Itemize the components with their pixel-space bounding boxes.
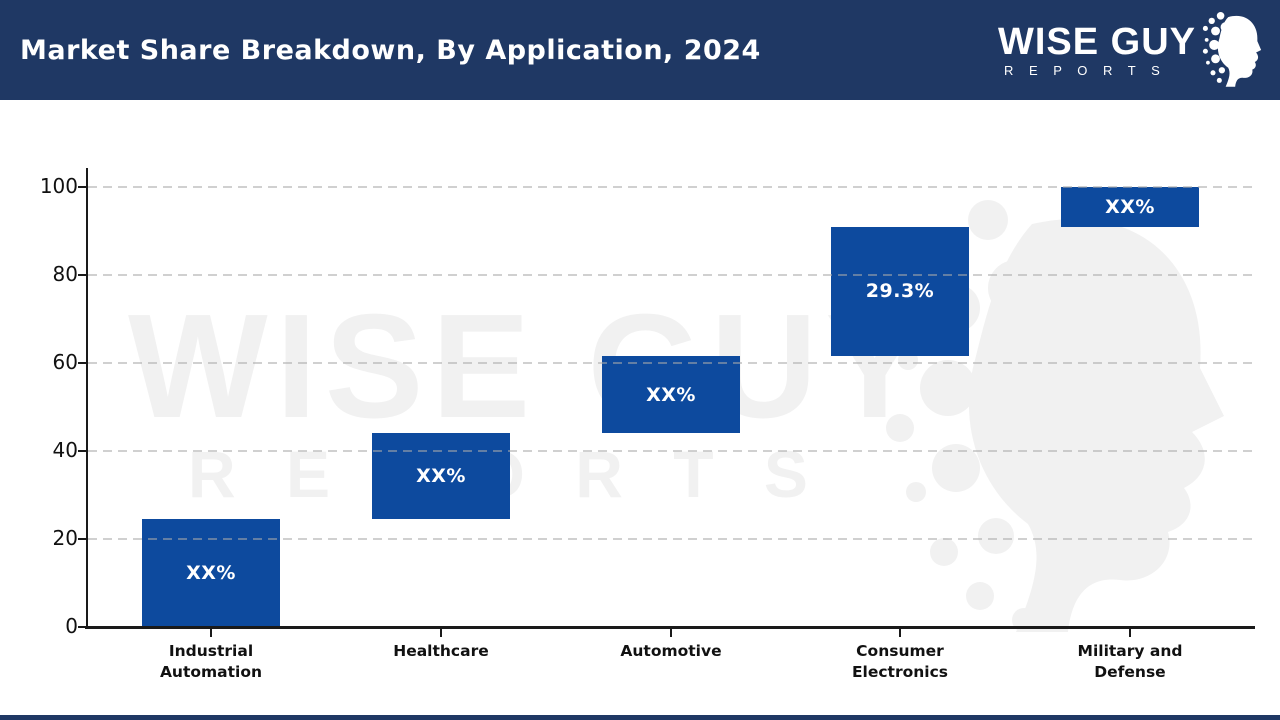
y-tick-mark — [78, 538, 86, 540]
header-bar: Market Share Breakdown, By Application, … — [0, 0, 1280, 100]
y-tick-mark — [78, 186, 86, 188]
x-label-healthcare: Healthcare — [331, 641, 551, 662]
x-label-line: Defense — [1094, 663, 1166, 681]
x-tick-mark — [1129, 629, 1131, 637]
x-label-line: Military and — [1077, 642, 1183, 660]
gridline-20 — [88, 538, 1254, 540]
x-label-line: Automation — [159, 663, 263, 681]
footer-bar — [0, 715, 1280, 720]
x-label-line: Healthcare — [393, 642, 489, 660]
bar-industrial-automation: XX% — [142, 519, 280, 627]
y-tick-label: 20 — [52, 526, 78, 550]
logo-text: WISE GUY R E P O R T S — [998, 22, 1196, 78]
x-label-automotive: Automotive — [561, 641, 781, 662]
y-tick-label: 40 — [52, 438, 78, 462]
bar-value-label: XX% — [416, 465, 466, 488]
x-label-consumer-electronics: Consumer Electronics — [790, 641, 1010, 683]
x-tick-mark — [670, 629, 672, 637]
x-label-military-and-defense: Military and Defense — [1020, 641, 1240, 683]
x-tick-mark — [440, 629, 442, 637]
x-label-line: Automotive — [620, 642, 722, 660]
logo-face-icon — [1202, 12, 1262, 87]
bar-value-label: XX% — [646, 383, 696, 406]
y-tick-label: 100 — [39, 174, 78, 198]
bar-automotive: XX% — [602, 355, 740, 434]
y-tick-mark — [78, 362, 86, 364]
y-tick-mark — [78, 450, 86, 452]
y-axis-spine — [86, 168, 88, 628]
gridline-80 — [88, 274, 1254, 276]
bar-value-label: XX% — [1105, 196, 1155, 219]
x-label-line: Industrial — [168, 642, 254, 660]
x-axis-spine — [85, 626, 1255, 629]
logo-wordmark: WISE GUY — [997, 21, 1196, 63]
bar-healthcare: XX% — [372, 433, 510, 520]
y-tick-label: 60 — [52, 350, 78, 374]
watermark-wordmark: WISE GUY — [128, 284, 933, 449]
bar-value-label: XX% — [186, 562, 236, 585]
y-tick-mark — [78, 274, 86, 276]
x-tick-mark — [210, 629, 212, 637]
x-label-line: Electronics — [851, 663, 949, 681]
wiseguy-logo: WISE GUY R E P O R T S — [998, 6, 1264, 94]
x-tick-mark — [899, 629, 901, 637]
y-tick-label: 0 — [65, 614, 78, 638]
x-label-industrial-automation: Industrial Automation — [101, 641, 321, 683]
bar-value-label: 29.3% — [865, 280, 935, 303]
y-tick-label: 80 — [52, 262, 78, 286]
logo-subtitle: R E P O R T S — [1003, 63, 1166, 78]
gridline-100 — [88, 186, 1254, 188]
x-label-line: Consumer — [856, 642, 944, 660]
bar-consumer-electronics: 29.3% — [831, 227, 969, 356]
page-title: Market Share Breakdown, By Application, … — [20, 34, 761, 66]
y-tick-mark — [78, 626, 86, 628]
gridline-40 — [88, 450, 1254, 452]
gridline-60 — [88, 362, 1254, 364]
watermark-face-icon — [886, 200, 1224, 632]
bar-military-and-defense: XX% — [1061, 187, 1199, 228]
